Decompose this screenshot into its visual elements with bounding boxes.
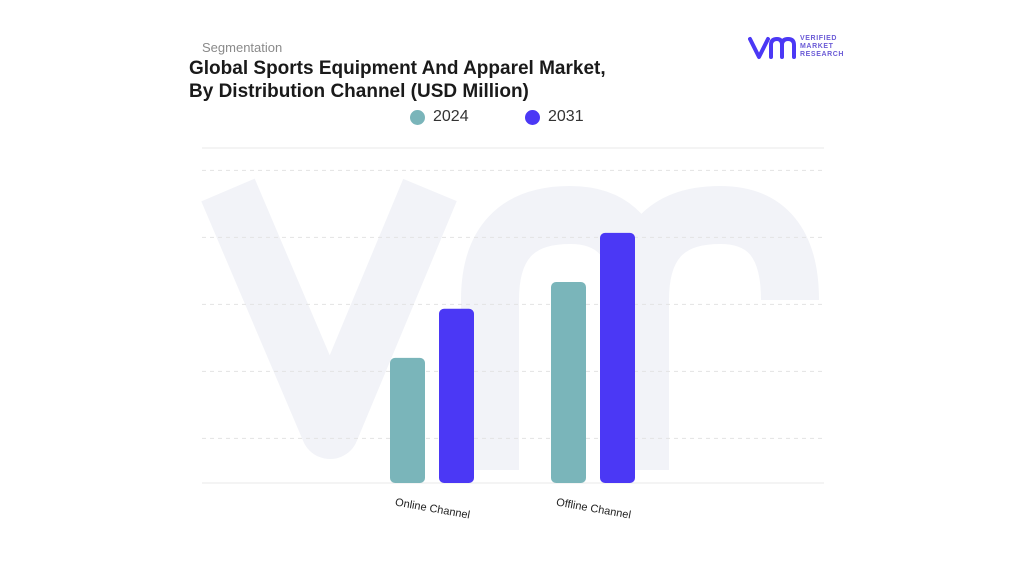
logo-text: VERIFIED MARKET RESEARCH bbox=[800, 35, 844, 59]
bar-offline-channel-2031 bbox=[600, 232, 635, 483]
chart-title-line-2: By Distribution Channel (USD Million) bbox=[189, 81, 529, 102]
legend-label-2031: 2031 bbox=[548, 108, 584, 125]
logo-text-line-2: MARKET bbox=[800, 43, 834, 50]
subtitle: Segmentation bbox=[202, 40, 283, 55]
chart-title-line-1: Global Sports Equipment And Apparel Mark… bbox=[189, 58, 606, 79]
legend-item-2024: 2024 bbox=[410, 108, 469, 126]
bar-offline-channel-2024 bbox=[551, 282, 586, 483]
bars bbox=[390, 232, 635, 483]
legend-swatch-2031 bbox=[525, 109, 540, 125]
legend-label-2024: 2024 bbox=[433, 108, 469, 125]
legend-item-2031: 2031 bbox=[525, 108, 584, 126]
x-axis-labels: Online Channel Offline Channel bbox=[394, 497, 632, 522]
legend-swatch-2024 bbox=[410, 109, 425, 125]
x-tick-label-online-channel: Online Channel bbox=[394, 497, 471, 522]
logo: VERIFIED MARKET RESEARCH bbox=[748, 33, 858, 63]
chart-title: Global Sports Equipment And Apparel Mark… bbox=[189, 57, 709, 103]
x-tick-label-offline-channel: Offline Channel bbox=[555, 497, 632, 522]
logo-text-line-3: RESEARCH bbox=[800, 51, 845, 58]
bar-online-channel-2031 bbox=[439, 308, 474, 483]
logo-text-line-1: VERIFIED bbox=[800, 35, 838, 42]
vmr-logo-icon bbox=[748, 37, 796, 59]
watermark-logo bbox=[201, 178, 819, 470]
grid-lines bbox=[202, 147, 824, 484]
bar-online-channel-2024 bbox=[390, 357, 425, 483]
